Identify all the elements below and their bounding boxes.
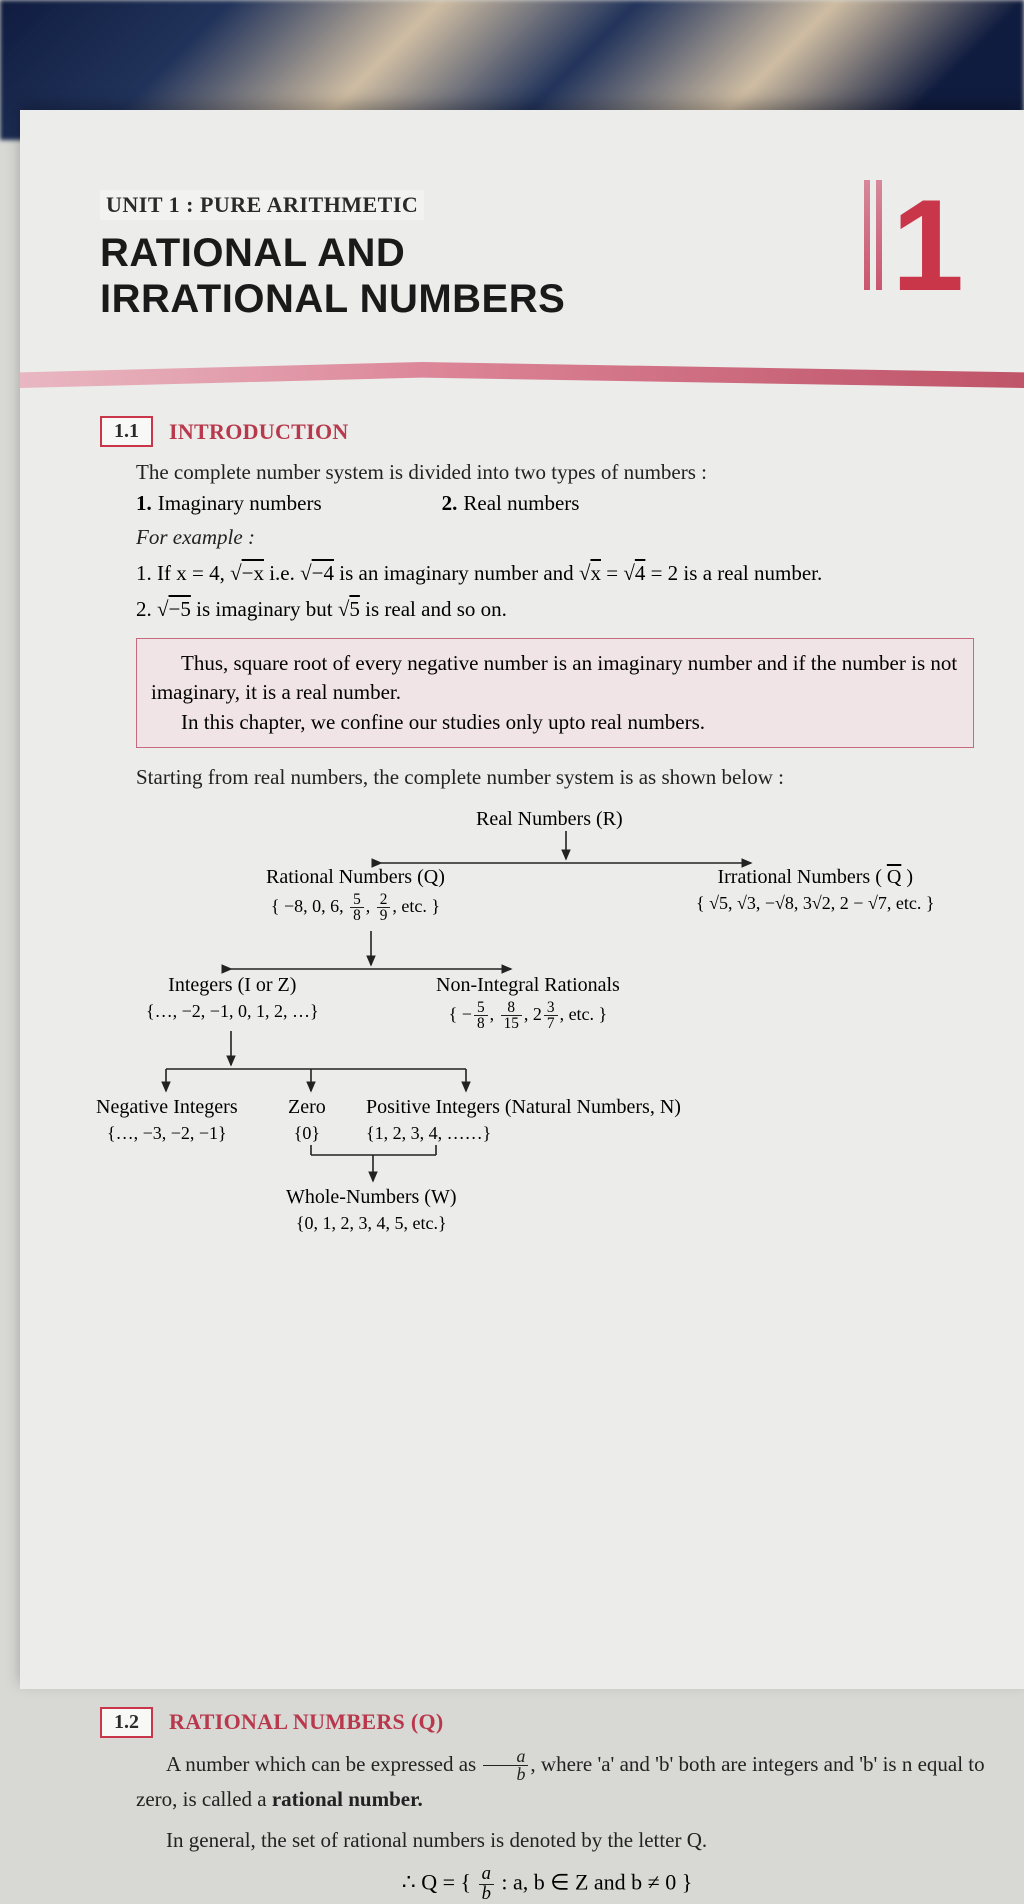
sqrt-5: √5 <box>338 597 360 621</box>
node-rational-label: Rational Numbers (Q) <box>266 865 445 890</box>
node-irrational-example: { √5, √3, −√8, 3√2, 2 − √7, etc. } <box>696 892 934 915</box>
intro-text: The complete number system is divided in… <box>136 457 994 487</box>
ex2-mid: is imaginary but <box>196 597 338 621</box>
ex2-end: is real and so on. <box>365 597 507 621</box>
ex1-end: = 2 is a real number. <box>651 561 823 585</box>
rational-set-equation: ∴ Q = { ab : a, b ∈ Z and b ≠ 0 } <box>100 1865 994 1903</box>
rational-def: A number which can be expressed as ab, w… <box>136 1748 994 1815</box>
node-neg-example: {…, −3, −2, −1} <box>96 1122 238 1145</box>
node-real: Real Numbers (R) <box>476 807 623 832</box>
chapter-number: 1 <box>892 170 964 320</box>
examples-block: 1. If x = 4, √√−x−x i.e. √−4 is an imagi… <box>136 557 994 626</box>
chapter-title: RATIONAL AND IRRATIONAL NUMBERS <box>100 230 994 322</box>
rational-notation: In general, the set of rational numbers … <box>136 1825 994 1855</box>
ex2-pre: 2. <box>136 597 157 621</box>
sqrt-4: √4 <box>623 561 645 585</box>
ex1-mid: i.e. <box>269 561 300 585</box>
title-line-2: IRRATIONAL NUMBERS <box>100 277 565 321</box>
section-number-box: 1.1 <box>100 416 153 447</box>
ex1-mid2: is an imaginary number and <box>339 561 579 585</box>
node-nonintegral-label: Non-Integral Rationals <box>436 973 620 998</box>
sqrt-neg-4: √−4 <box>300 561 334 585</box>
node-irrational-label: Irrational Numbers ( Q ) <box>696 865 934 890</box>
type-1-label: Imaginary numbers <box>158 491 322 515</box>
type-2-label: Real numbers <box>463 491 579 515</box>
note-box: Thus, square root of every negative numb… <box>136 638 974 748</box>
node-rational-example: { −8, 0, 6, 58, 29, etc. } <box>266 892 445 924</box>
node-integers-example: {…, −2, −1, 0, 1, 2, …} <box>146 1000 319 1023</box>
node-negative-integers: Negative Integers {…, −3, −2, −1} <box>96 1095 238 1145</box>
sqrt-neg-5: √−5 <box>157 597 191 621</box>
note-line-1: Thus, square root of every negative numb… <box>151 649 959 708</box>
tree-intro: Starting from real numbers, the complete… <box>136 762 994 792</box>
example-2: 2. √−5 is imaginary but √5 is real and s… <box>136 593 994 626</box>
type-2-num: 2. <box>442 491 458 515</box>
decorative-swoosh <box>20 362 1024 388</box>
node-nonintegral: Non-Integral Rationals { −58, 815, 237, … <box>436 973 620 1032</box>
type-1-num: 1. <box>136 491 152 515</box>
chapter-header: UNIT 1 : PURE ARITHMETIC RATIONAL AND IR… <box>100 190 994 322</box>
section-1-2: 1.2 RATIONAL NUMBERS (Q) A number which … <box>100 1707 994 1904</box>
node-whole-example: {0, 1, 2, 3, 4, 5, etc.} <box>286 1212 457 1235</box>
number-types-list: 1.Imaginary numbers 2.Real numbers <box>136 491 994 516</box>
node-irrational: Irrational Numbers ( Q ) { √5, √3, −√8, … <box>696 865 934 915</box>
node-pos-example: {1, 2, 3, 4, ……} <box>366 1122 681 1145</box>
node-whole-numbers: Whole-Numbers (W) {0, 1, 2, 3, 4, 5, etc… <box>286 1185 457 1235</box>
section-title: RATIONAL NUMBERS (Q) <box>169 1709 444 1735</box>
node-integers: Integers (I or Z) {…, −2, −1, 0, 1, 2, …… <box>146 973 319 1023</box>
node-pos-label: Positive Integers (Natural Numbers, N) <box>366 1095 681 1120</box>
sqrt-neg-x: √√−x−x <box>230 561 264 585</box>
node-zero-example: {0} <box>288 1122 326 1145</box>
section-1-1: 1.1 INTRODUCTION The complete number sys… <box>100 416 994 1247</box>
book-page: UNIT 1 : PURE ARITHMETIC RATIONAL AND IR… <box>20 110 1024 1689</box>
node-rational: Rational Numbers (Q) { −8, 0, 6, 58, 29,… <box>266 865 445 924</box>
section-title: INTRODUCTION <box>169 419 349 445</box>
number-system-tree: Real Numbers (R) Rational Numbers (Q) { … <box>136 807 964 1247</box>
node-nonintegral-example: { −58, 815, 237, etc. } <box>436 1000 620 1032</box>
example-1: 1. If x = 4, √√−x−x i.e. √−4 is an imagi… <box>136 557 994 590</box>
node-zero-label: Zero <box>288 1095 326 1120</box>
node-integers-label: Integers (I or Z) <box>146 973 319 998</box>
node-neg-label: Negative Integers <box>96 1095 238 1120</box>
sqrt-x: √x <box>579 561 601 585</box>
for-example-label: For example : <box>136 522 994 552</box>
ex1-pre: 1. If x = 4, <box>136 561 230 585</box>
unit-label: UNIT 1 : PURE ARITHMETIC <box>100 190 424 220</box>
note-line-2: In this chapter, we confine our studies … <box>181 708 959 737</box>
node-whole-label: Whole-Numbers (W) <box>286 1185 457 1210</box>
section-number-box: 1.2 <box>100 1707 153 1738</box>
node-zero: Zero {0} <box>288 1095 326 1145</box>
title-line-1: RATIONAL AND <box>100 231 405 275</box>
ex1-eq: = <box>606 561 623 585</box>
node-positive-integers: Positive Integers (Natural Numbers, N) {… <box>366 1095 681 1145</box>
